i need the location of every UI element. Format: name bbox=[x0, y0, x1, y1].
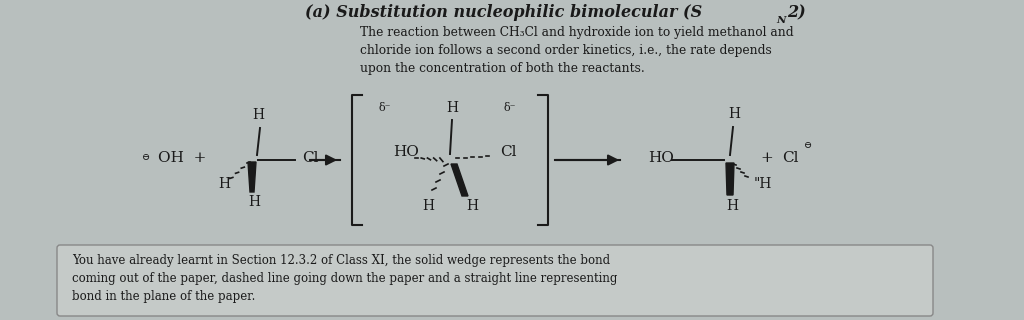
Text: ⊖: ⊖ bbox=[804, 141, 812, 150]
Text: H: H bbox=[248, 195, 260, 209]
Text: +: + bbox=[760, 151, 773, 165]
Text: "H: "H bbox=[754, 177, 772, 191]
Text: Cl: Cl bbox=[302, 151, 318, 165]
Text: (a) Substitution nucleophilic bimolecular (S: (a) Substitution nucleophilic bimolecula… bbox=[305, 4, 702, 21]
Text: The reaction between CH₃Cl and hydroxide ion to yield methanol and: The reaction between CH₃Cl and hydroxide… bbox=[360, 26, 794, 39]
Text: upon the concentration of both the reactants.: upon the concentration of both the react… bbox=[360, 62, 645, 75]
Text: Cl: Cl bbox=[782, 151, 799, 165]
Text: Cl: Cl bbox=[500, 145, 516, 159]
Text: N: N bbox=[776, 16, 785, 25]
Text: OH  +: OH + bbox=[158, 151, 207, 165]
Text: H: H bbox=[728, 107, 740, 121]
Text: δ⁻: δ⁻ bbox=[504, 103, 516, 113]
Text: HO: HO bbox=[393, 145, 419, 159]
Text: H: H bbox=[726, 199, 738, 213]
FancyBboxPatch shape bbox=[57, 245, 933, 316]
Text: ⊖: ⊖ bbox=[142, 154, 151, 163]
Text: H: H bbox=[446, 101, 458, 115]
Polygon shape bbox=[248, 162, 256, 192]
Text: 2): 2) bbox=[787, 4, 806, 21]
Text: bond in the plane of the paper.: bond in the plane of the paper. bbox=[72, 290, 255, 303]
Text: H: H bbox=[218, 177, 230, 191]
Polygon shape bbox=[726, 163, 734, 195]
Text: You have already learnt in Section 12.3.2 of Class XI, the solid wedge represent: You have already learnt in Section 12.3.… bbox=[72, 254, 610, 267]
Polygon shape bbox=[451, 164, 468, 196]
Text: H: H bbox=[252, 108, 264, 122]
Text: coming out of the paper, dashed line going down the paper and a straight line re: coming out of the paper, dashed line goi… bbox=[72, 272, 617, 285]
Text: chloride ion follows a second order kinetics, i.e., the rate depends: chloride ion follows a second order kine… bbox=[360, 44, 772, 57]
Text: H: H bbox=[466, 199, 478, 213]
Text: HO: HO bbox=[648, 151, 674, 165]
Text: H: H bbox=[422, 199, 434, 213]
Text: δ⁻: δ⁻ bbox=[379, 103, 391, 113]
